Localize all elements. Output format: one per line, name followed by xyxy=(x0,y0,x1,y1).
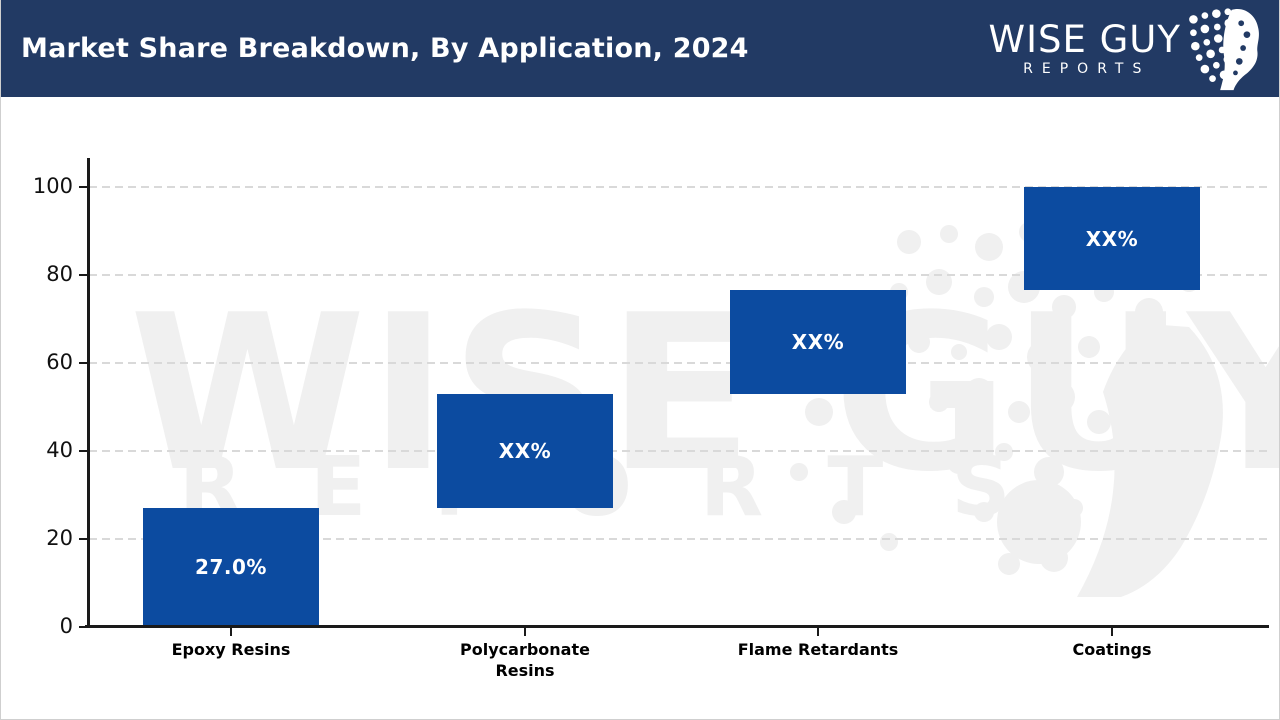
bar-coatings: XX% xyxy=(1024,187,1200,291)
y-tick-label-20: 20 xyxy=(46,525,73,550)
x-axis-label-polycarbonate-resins: Polycarbonate Resins xyxy=(460,640,590,680)
y-tick-mark-40 xyxy=(79,449,88,452)
gridline-80 xyxy=(89,273,1267,276)
logo-text: WISE GUY REPORTS xyxy=(989,21,1181,76)
x-tick-mark-2 xyxy=(817,628,819,636)
wise-guy-logo: WISE GUY REPORTS xyxy=(989,6,1263,92)
page-title: Market Share Breakdown, By Application, … xyxy=(21,33,749,64)
bar-flame-retardants: XX% xyxy=(730,290,906,394)
gridline-100 xyxy=(89,186,1267,189)
x-axis-label-flame-retardants: Flame Retardants xyxy=(737,640,899,659)
y-tick-label-80: 80 xyxy=(46,261,73,286)
logo-wiseguy-label: WISE GUY xyxy=(988,18,1181,61)
gridline-20 xyxy=(89,537,1267,540)
y-tick-label-0: 0 xyxy=(59,613,73,638)
watermark-wiseguy-text: WISE GUY xyxy=(129,268,1280,519)
bar-polycarbonate-resins: XX% xyxy=(437,393,613,508)
y-tick-mark-80 xyxy=(79,273,88,276)
y-tick-label-40: 40 xyxy=(46,437,73,462)
x-axis-line xyxy=(85,625,1269,628)
bar-value-label: XX% xyxy=(791,329,845,354)
x-tick-mark-0 xyxy=(230,628,232,636)
y-tick-mark-60 xyxy=(79,361,88,364)
x-axis-label-coatings: Coatings xyxy=(1072,640,1152,659)
bar-value-label: 27.0% xyxy=(195,555,267,580)
y-tick-mark-20 xyxy=(79,537,88,540)
y-tick-label-60: 60 xyxy=(46,349,73,374)
bar-value-label: XX% xyxy=(1085,226,1139,251)
waterfall-chart: 0 20 40 60 80 100 27.0% Epoxy Resins XX% Polycarb… xyxy=(1,97,1279,719)
y-axis-line xyxy=(87,158,90,628)
header-bar: Market Share Breakdown, By Application, … xyxy=(1,0,1279,97)
x-axis-label-epoxy-resins: Epoxy Resins xyxy=(171,640,291,659)
x-tick-mark-3 xyxy=(1111,628,1113,636)
logo-face-icon xyxy=(1189,7,1259,90)
bar-value-label: XX% xyxy=(498,438,552,463)
x-tick-mark-1 xyxy=(524,628,526,636)
y-tick-mark-100 xyxy=(79,186,88,189)
y-tick-mark-0 xyxy=(79,625,88,628)
y-tick-label-100: 100 xyxy=(32,174,73,199)
gridline-40 xyxy=(89,449,1267,452)
bar-epoxy-resins: 27.0% xyxy=(143,507,319,627)
logo-reports-label: REPORTS xyxy=(1023,61,1151,77)
gridline-60 xyxy=(89,361,1267,364)
